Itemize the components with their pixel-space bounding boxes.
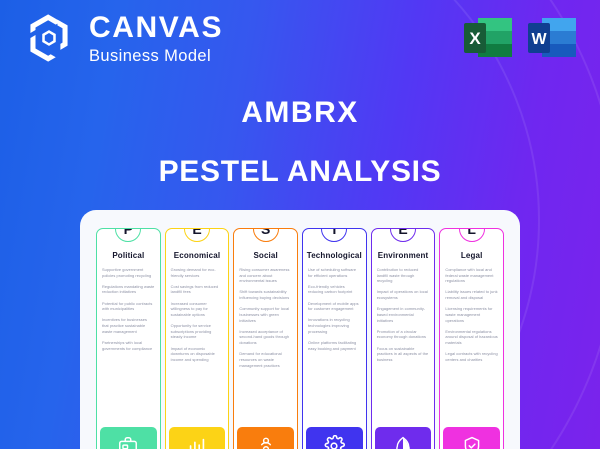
people-group-icon (237, 427, 295, 449)
list-item: Engagement in community-based environmen… (376, 306, 426, 323)
office-icons: X W (462, 12, 578, 64)
column-items: Compliance with local and federal waste … (440, 267, 503, 425)
pestel-panel: P Political Supportive government policies… (80, 210, 520, 449)
list-item: Opportunity for service subscriptions pr… (170, 323, 212, 340)
list-item: Cost savings from reduced landfill fees (170, 283, 219, 295)
bar-chart-icon (168, 427, 226, 449)
list-item: Promotion of a circular economy through … (376, 328, 426, 340)
list-item: Rising consumer awareness and concern ab… (239, 267, 290, 284)
column-box: E Environment Contribution to reduced land… (370, 228, 436, 449)
list-item: Impact of operations on local ecosystems (376, 289, 428, 301)
list-item: Impact of economic downturns on disposab… (170, 345, 215, 362)
column-box: P Political Supportive government policies… (96, 228, 161, 449)
list-item: Partnerships with local governments for … (102, 339, 153, 351)
column-title: Economical (173, 251, 221, 260)
list-item: Supportive government policies promoting… (102, 267, 152, 278)
list-item: Increased acceptance of second-hand good… (239, 328, 290, 346)
letter-badge: L (458, 229, 485, 242)
brand-name: CANVAS (89, 11, 224, 45)
list-item: Regulations mandating waste reduction in… (102, 283, 155, 295)
column-items: Growing demand for eco-friendly services… (166, 267, 229, 425)
list-item: Growing demand for eco-friendly services (170, 267, 216, 278)
list-item: Eco-friendly vehicles reducing carbon fo… (308, 283, 353, 295)
column-box: T Technological Use of scheduling software… (302, 228, 367, 449)
list-item: Demand for educational resources on wast… (239, 351, 282, 368)
list-item: Focus on sustainable practices in all as… (376, 345, 429, 362)
list-item: Development of mobile apps for customer … (308, 300, 359, 312)
column-title: Political (112, 251, 145, 260)
list-item: Potential for public contracts with muni… (102, 300, 153, 312)
list-item: Compliance with local and federal waste … (445, 267, 494, 284)
excel-icon[interactable]: X (462, 12, 514, 64)
list-item: Licensing requirements for waste managem… (445, 306, 493, 323)
list-item: Liability issues related to junk removal… (445, 289, 498, 301)
list-item: Use of scheduling software for efficient… (308, 267, 357, 278)
column-items: Rising consumer awareness and concern ab… (234, 267, 297, 425)
letter-badge: T (321, 229, 348, 242)
brand-logo: CANVAS Business Model (22, 10, 223, 66)
column-title: Technological (306, 251, 362, 260)
word-icon[interactable]: W (526, 12, 578, 64)
column-title: Environment (377, 251, 429, 260)
column-title: Social (253, 251, 278, 260)
svg-text:X: X (469, 29, 481, 48)
list-item: Contribution to reduced landfill waste t… (376, 267, 419, 284)
list-item: Legal contracts with recycling centers a… (445, 351, 498, 362)
list-item: Incentives for businesses that practice … (102, 317, 147, 334)
letter-badge: S (252, 229, 279, 242)
column-title: Legal (460, 251, 483, 260)
column-items: Use of scheduling software for efficient… (303, 267, 366, 425)
column-items: Contribution to reduced landfill waste t… (372, 267, 435, 425)
column-box: S Social Rising consumer awareness and con… (233, 228, 299, 449)
pestel-columns: P Political Supportive government policies… (96, 228, 505, 449)
pestel-column-social: S Social Rising consumer awareness and con… (233, 228, 299, 449)
letter-badge: E (390, 229, 417, 242)
list-item: Innovations in recycling technologies im… (308, 317, 350, 334)
title-block: AMBRX PESTEL ANALYSIS (0, 96, 600, 189)
list-item: Online platforms facilitating easy booki… (308, 339, 357, 351)
shield-check-icon (443, 427, 501, 449)
leaf-icon (374, 427, 432, 449)
list-item: Shift towards sustainability influencing… (239, 289, 290, 301)
pestel-column-environment: E Environment Contribution to reduced land… (370, 228, 436, 449)
hexagon-logo-icon (22, 10, 76, 66)
column-box: E Economical Growing demand for eco-friend… (164, 228, 230, 449)
analysis-title: PESTEL ANALYSIS (158, 155, 442, 188)
pestel-column-political: P Political Supportive government policies… (96, 228, 161, 449)
list-item: Increased consumer willingness to pay fo… (170, 300, 208, 317)
company-name: AMBRX (241, 96, 359, 129)
pestel-column-technological: T Technological Use of scheduling software… (302, 228, 367, 449)
list-item: Community support for local businesses w… (239, 306, 290, 323)
column-items: Supportive government policies promoting… (97, 267, 160, 425)
column-box: L Legal Compliance with local and federal … (439, 228, 505, 449)
gear-icon (306, 427, 363, 449)
letter-badge: E (184, 229, 210, 242)
pestel-column-legal: L Legal Compliance with local and federal … (439, 228, 505, 449)
pestel-column-economical: E Economical Growing demand for eco-friend… (164, 228, 230, 449)
letter-badge: P (115, 229, 142, 242)
list-item: Environmental regulations around disposa… (445, 328, 498, 346)
svg-text:W: W (531, 31, 547, 48)
brand-subtitle: Business Model (89, 47, 212, 66)
briefcase-icon (100, 427, 157, 449)
